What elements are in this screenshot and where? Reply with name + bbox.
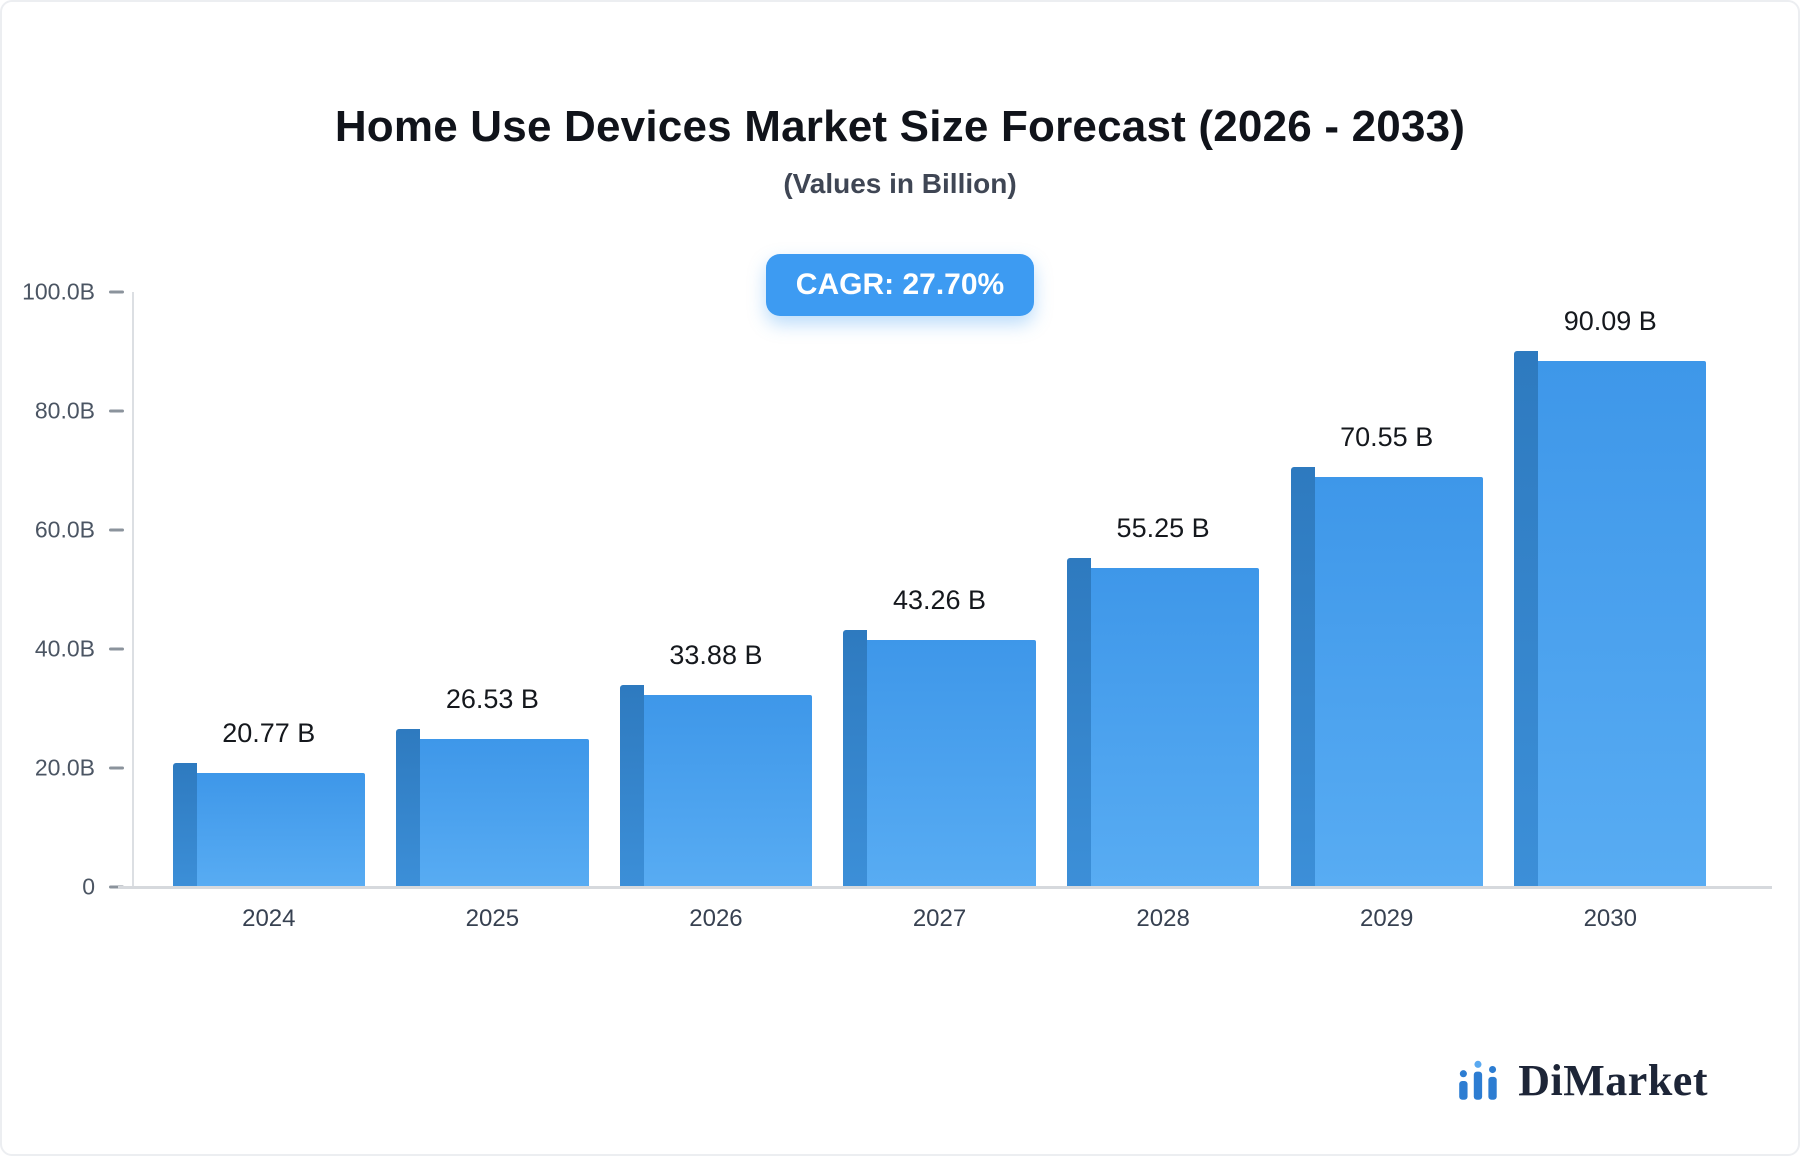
bar-front-face [1538, 360, 1707, 887]
x-axis-line [118, 886, 1772, 889]
bar-front-face [1090, 568, 1260, 887]
x-tick-label: 2024 [242, 905, 296, 932]
y-tick: 0 [82, 874, 124, 901]
bar-side-face [619, 685, 644, 887]
x-tick-label: 2030 [1583, 905, 1637, 932]
y-tick-label: 80.0B [34, 397, 95, 424]
bar-2026[interactable]: 33.88 B [619, 640, 813, 887]
chart-subtitle: (Values in Billion) [783, 168, 1017, 199]
bar-side-face [1066, 558, 1091, 887]
y-axis: 0 20.0B 40.0B 60.0B 80.0B 100.0B [2, 279, 124, 900]
bar-value-label: 55.25 B [1116, 513, 1210, 544]
bar-front-face [1314, 477, 1483, 887]
y-tick: 40.0B [35, 636, 124, 663]
y-tick: 80.0B [35, 398, 124, 425]
bar-2024[interactable]: 20.77 B [172, 718, 365, 887]
brand-logo: DiMarket [1454, 1055, 1708, 1106]
bar-side-face [396, 729, 421, 887]
chart-area: 0 20.0B 40.0B 60.0B 80.0B 100.0B 20.77 B 26.53… [22, 279, 1772, 932]
bar-2030[interactable]: 90.09 B [1514, 306, 1707, 887]
bar-value-label: 43.26 B [892, 584, 987, 615]
bar-2028[interactable]: 55.25 B [1066, 513, 1260, 887]
plot-area: 20.77 B 26.53 B 33.88 B 43.26 B 55.25 B 70.55… [132, 292, 1772, 887]
bar-value-label: 20.77 B [222, 718, 316, 749]
y-tick-label: 40.0B [34, 635, 95, 662]
bar-2025[interactable]: 26.53 B [396, 684, 589, 887]
bar-2029[interactable]: 70.55 B [1290, 422, 1483, 887]
x-tick-label: 2028 [1136, 905, 1190, 932]
y-tick: 60.0B [35, 517, 124, 544]
bar-value-label: 90.09 B [1563, 305, 1657, 336]
x-tick-label: 2025 [465, 905, 520, 932]
bar-front-face [420, 739, 589, 887]
bar-group: 55.25 B [1051, 292, 1275, 887]
bar-front-face [643, 695, 813, 887]
bar-group: 33.88 B [604, 292, 828, 887]
bar-side-face [172, 763, 197, 887]
y-tick-mark [109, 290, 124, 294]
bar-group: 26.53 B [381, 292, 605, 887]
bar-group: 20.77 B [157, 292, 381, 887]
bar-front-face [867, 639, 1036, 887]
bar-side-face [843, 629, 868, 887]
bar-value-label: 33.88 B [669, 640, 763, 671]
bar-group: 70.55 B [1275, 292, 1499, 887]
bar-front-face [196, 773, 365, 887]
y-tick-label: 60.0B [34, 516, 95, 543]
y-tick: 20.0B [35, 755, 124, 782]
x-tick-label: 2026 [689, 905, 743, 932]
y-tick-mark [109, 885, 124, 889]
bar-group: 43.26 B [828, 292, 1052, 887]
brand-name: DiMarket [1518, 1056, 1708, 1105]
y-tick-mark [109, 766, 124, 770]
badge-row: CAGR: 27.70% [2, 254, 1798, 316]
bar-side-face [1514, 350, 1539, 887]
x-tick-label: 2027 [912, 905, 967, 932]
y-tick-label: 0 [82, 873, 95, 900]
y-tick-mark [109, 409, 124, 413]
bar-value-label: 70.55 B [1340, 422, 1434, 453]
y-tick-label: 100.0B [22, 278, 95, 305]
chart-title: Home Use Devices Market Size Forecast (2… [334, 102, 1466, 151]
bar-2027[interactable]: 43.26 B [843, 585, 1036, 887]
y-tick-mark [109, 528, 124, 532]
bar-chart-icon [1459, 1060, 1497, 1100]
cagr-badge: CAGR: 27.70% [765, 254, 1035, 316]
y-axis-line [132, 292, 134, 887]
bar-group: 90.09 B [1498, 292, 1722, 887]
y-tick-mark [109, 647, 124, 651]
x-tick-label: 2029 [1359, 905, 1414, 932]
x-axis-labels: 2024 2025 2026 2027 2028 2029 2030 [132, 905, 1772, 933]
y-tick: 100.0B [22, 279, 124, 306]
bar-value-label: 26.53 B [445, 684, 539, 715]
bar-side-face [1290, 467, 1315, 887]
y-tick-label: 20.0B [34, 754, 95, 781]
